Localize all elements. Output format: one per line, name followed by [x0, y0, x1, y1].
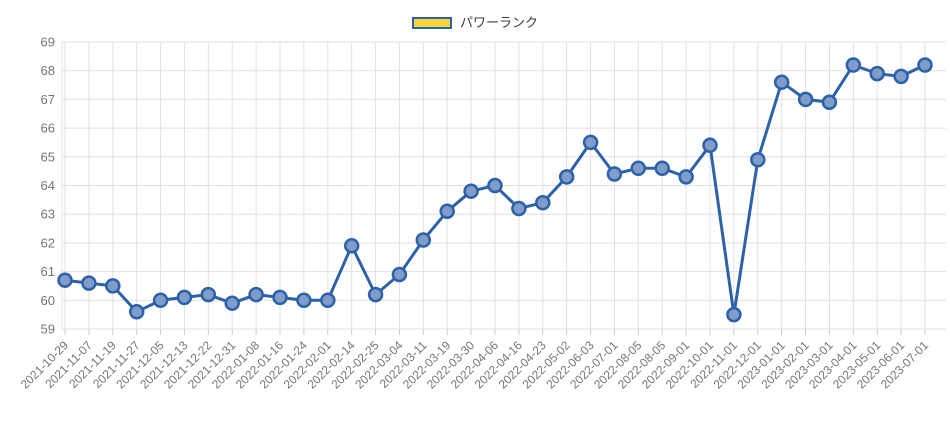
y-axis-label: 66	[41, 121, 55, 136]
legend[interactable]: パワーランク	[0, 14, 950, 32]
data-point[interactable]	[869, 65, 885, 82]
data-point[interactable]	[152, 292, 169, 309]
data-point[interactable]	[582, 134, 599, 151]
data-point[interactable]	[702, 137, 718, 154]
data-point[interactable]	[773, 74, 790, 90]
data-point[interactable]	[128, 304, 145, 320]
data-point[interactable]	[654, 160, 670, 177]
y-axis-label: 62	[41, 235, 55, 250]
y-axis-label: 69	[41, 35, 55, 50]
data-point[interactable]	[535, 194, 551, 211]
data-point[interactable]	[272, 289, 288, 306]
y-axis-label: 67	[41, 92, 55, 107]
y-axis-label: 59	[41, 322, 55, 337]
y-axis-label: 61	[41, 264, 55, 279]
legend-label: パワーランク	[459, 15, 538, 30]
data-point[interactable]	[821, 94, 838, 111]
data-point[interactable]	[797, 91, 814, 108]
data-point[interactable]	[726, 306, 742, 323]
data-point[interactable]	[845, 57, 862, 73]
data-point[interactable]	[224, 295, 240, 311]
data-point[interactable]	[200, 286, 217, 303]
data-point[interactable]	[81, 275, 97, 291]
data-point[interactable]	[248, 286, 264, 303]
data-point[interactable]	[391, 266, 408, 283]
data-point[interactable]	[415, 232, 432, 248]
data-point[interactable]	[343, 238, 360, 254]
y-axis-label: 65	[41, 149, 55, 164]
y-axis-label: 64	[41, 178, 55, 193]
data-point[interactable]	[606, 166, 623, 182]
data-point[interactable]	[57, 272, 73, 288]
y-axis-label: 63	[41, 207, 55, 222]
data-point[interactable]	[463, 183, 479, 199]
data-point[interactable]	[750, 151, 766, 168]
data-point[interactable]	[678, 169, 694, 185]
data-point[interactable]	[917, 57, 933, 73]
data-point[interactable]	[487, 177, 503, 194]
data-point[interactable]	[105, 278, 121, 294]
data-point[interactable]	[558, 169, 575, 185]
y-axis-label: 68	[41, 63, 55, 78]
data-point[interactable]	[439, 203, 455, 220]
data-point[interactable]	[893, 68, 909, 85]
data-point[interactable]	[176, 289, 193, 306]
data-point[interactable]	[320, 292, 336, 309]
data-point[interactable]	[630, 160, 647, 177]
data-point[interactable]	[511, 200, 527, 217]
data-point[interactable]	[296, 292, 312, 309]
data-point[interactable]	[367, 286, 384, 303]
y-axis-label: 60	[41, 293, 55, 308]
legend-swatch-icon	[411, 17, 452, 29]
